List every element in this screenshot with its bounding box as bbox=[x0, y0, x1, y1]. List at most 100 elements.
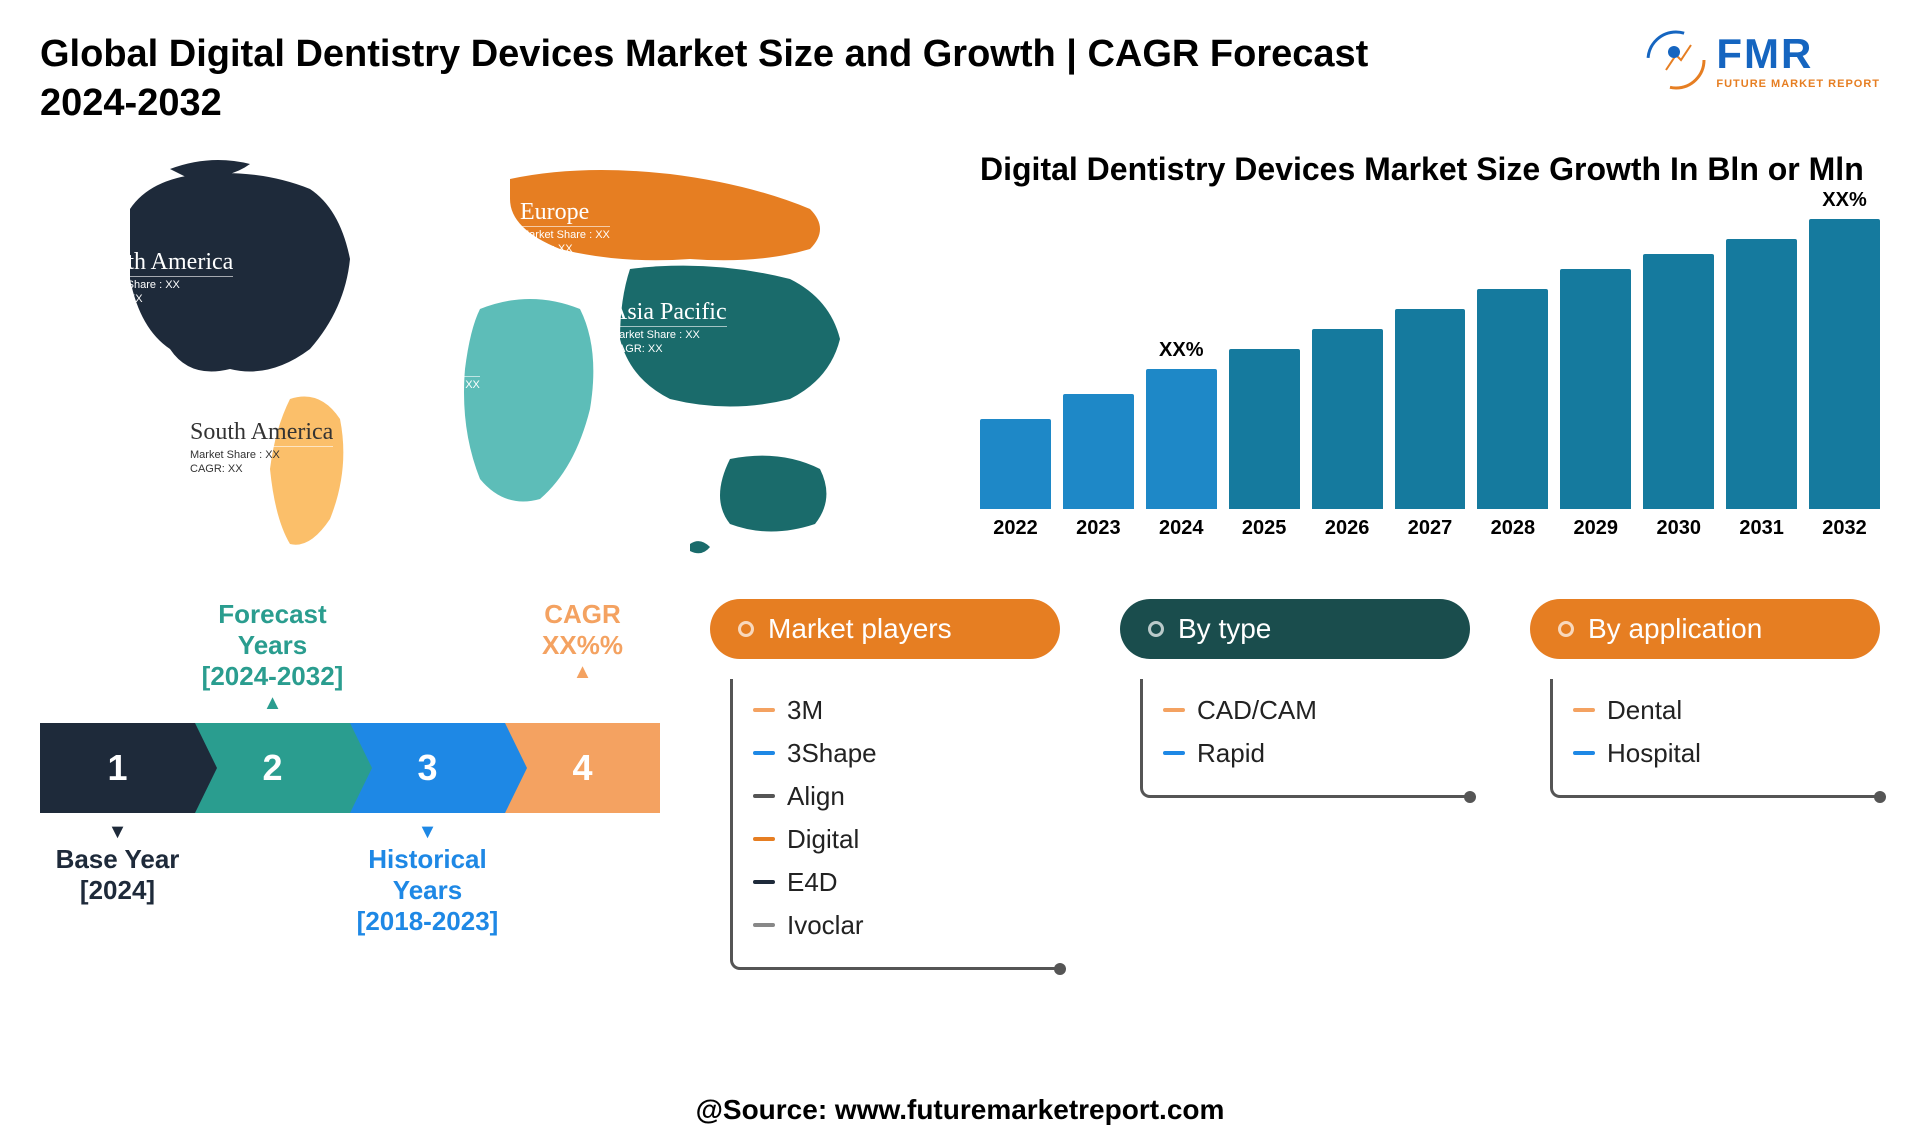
pill-body: CAD/CAM Rapid bbox=[1140, 679, 1470, 798]
arrow-down-icon: ▼ bbox=[350, 821, 505, 844]
timeline-segment: 2 bbox=[195, 723, 350, 813]
region-share: Market Share : XX bbox=[610, 326, 727, 341]
pill-title: By type bbox=[1178, 613, 1271, 645]
pill-item-label: Dental bbox=[1607, 695, 1682, 726]
tick-icon bbox=[1163, 751, 1185, 755]
region-name: Europe bbox=[520, 199, 610, 226]
pill-item-label: CAD/CAM bbox=[1197, 695, 1317, 726]
arrow-up-icon: ▲ bbox=[195, 692, 350, 715]
pill-item-label: 3M bbox=[787, 695, 823, 726]
tick-icon bbox=[1163, 708, 1185, 712]
source-attribution: @Source: www.futuremarketreport.com bbox=[696, 1094, 1225, 1126]
pill-title: By application bbox=[1588, 613, 1762, 645]
tick-icon bbox=[753, 794, 775, 798]
region-cagr: CAGR: XX bbox=[610, 341, 727, 355]
header: Global Digital Dentistry Devices Market … bbox=[40, 30, 1880, 129]
bar-col: 2026 bbox=[1312, 329, 1383, 540]
dot-icon bbox=[1148, 621, 1164, 637]
timeline-bot-title: Historical Years bbox=[350, 844, 505, 906]
bar-year-label: 2024 bbox=[1159, 517, 1204, 540]
bar-col: 2025 bbox=[1229, 349, 1300, 540]
bar-col: 2027 bbox=[1395, 309, 1466, 540]
bar-year-label: 2032 bbox=[1822, 517, 1867, 540]
pill-item: 3Shape bbox=[753, 732, 1060, 775]
pill-item-label: 3Shape bbox=[787, 738, 877, 769]
map-svg bbox=[40, 149, 940, 569]
timeline-top-sub: [2024-2032] bbox=[195, 661, 350, 692]
pill-header: By application bbox=[1530, 599, 1880, 659]
bar-col: 2031 bbox=[1726, 239, 1797, 540]
timeline-bot-sub: [2024] bbox=[40, 875, 195, 906]
timeline-bot-sub: [2018-2023] bbox=[350, 906, 505, 937]
bar-year-label: 2030 bbox=[1656, 517, 1701, 540]
bar bbox=[1809, 219, 1880, 509]
pill-column: Market players 3M 3Shape Align Digital E… bbox=[710, 599, 1060, 970]
dot-icon bbox=[1558, 621, 1574, 637]
tick-icon bbox=[753, 708, 775, 712]
tick-icon bbox=[1573, 751, 1595, 755]
bar-col: 2030 bbox=[1643, 254, 1714, 540]
timeline-segment: 4 bbox=[505, 723, 660, 813]
bar-year-label: 2028 bbox=[1491, 517, 1536, 540]
bar bbox=[1063, 394, 1134, 509]
region-label: Asia Pacific Market Share : XX CAGR: XX bbox=[610, 299, 727, 355]
bar-col: 2023 bbox=[1063, 394, 1134, 540]
pill-item: 3M bbox=[753, 689, 1060, 732]
arrow-down-icon: ▼ bbox=[40, 821, 195, 844]
bar-chart-section: Digital Dentistry Devices Market Size Gr… bbox=[980, 149, 1880, 569]
pill-item: E4D bbox=[753, 861, 1060, 904]
category-pills: Market players 3M 3Shape Align Digital E… bbox=[710, 599, 1880, 970]
region-cagr: CAGR: XX bbox=[90, 291, 233, 305]
region-name: South America bbox=[190, 419, 333, 446]
dot-icon bbox=[738, 621, 754, 637]
region-name: Asia Pacific bbox=[610, 299, 727, 326]
logo-text-sub: FUTURE MARKET REPORT bbox=[1716, 78, 1880, 90]
timeline-segment: 1 bbox=[40, 723, 195, 813]
bar-col: XX% 2032 bbox=[1809, 219, 1880, 540]
bar-col: 2022 bbox=[980, 419, 1051, 540]
pill-item: Ivoclar bbox=[753, 904, 1060, 947]
pill-item-label: Hospital bbox=[1607, 738, 1701, 769]
tick-icon bbox=[753, 923, 775, 927]
timeline-top-sub: XX%% bbox=[505, 630, 660, 661]
region-cagr: CAGR: XX bbox=[190, 461, 333, 475]
page-title: Global Digital Dentistry Devices Market … bbox=[40, 30, 1440, 129]
region-share: Market Share : XX bbox=[520, 226, 610, 241]
region-share: Market Share : XX bbox=[390, 376, 480, 391]
logo: FMR FUTURE MARKET REPORT bbox=[1646, 30, 1880, 90]
tick-icon bbox=[1573, 708, 1595, 712]
tick-icon bbox=[753, 837, 775, 841]
bar-col: 2028 bbox=[1477, 289, 1548, 540]
pill-body: 3M 3Shape Align Digital E4D Ivoclar bbox=[730, 679, 1060, 970]
pill-item-label: Align bbox=[787, 781, 845, 812]
bar bbox=[1312, 329, 1383, 509]
bar-chart: 2022 2023 XX% 2024 2025 2026 2027 2028 2… bbox=[980, 210, 1880, 550]
bar-year-label: 2031 bbox=[1739, 517, 1784, 540]
pill-column: By application Dental Hospital bbox=[1530, 599, 1880, 970]
pill-title: Market players bbox=[768, 613, 952, 645]
region-label: Europe Market Share : XX CAGR: XX bbox=[520, 199, 610, 255]
bar-col: 2029 bbox=[1560, 269, 1631, 540]
pill-column: By type CAD/CAM Rapid bbox=[1120, 599, 1470, 970]
bar-col: XX% 2024 bbox=[1146, 369, 1217, 540]
bar bbox=[1560, 269, 1631, 509]
world-map: North America Market Share : XX CAGR: XX… bbox=[40, 149, 940, 569]
pill-header: By type bbox=[1120, 599, 1470, 659]
region-share: Market Share : XX bbox=[190, 446, 333, 461]
bar-year-label: 2023 bbox=[1076, 517, 1121, 540]
pill-item: Align bbox=[753, 775, 1060, 818]
bar bbox=[1726, 239, 1797, 509]
bar-year-label: 2027 bbox=[1408, 517, 1453, 540]
timeline-top-title: CAGR bbox=[505, 599, 660, 630]
logo-text-main: FMR bbox=[1716, 30, 1880, 78]
pill-body: Dental Hospital bbox=[1550, 679, 1880, 798]
chart-title: Digital Dentistry Devices Market Size Gr… bbox=[980, 149, 1880, 191]
bar bbox=[980, 419, 1051, 509]
pill-header: Market players bbox=[710, 599, 1060, 659]
bar-year-label: 2022 bbox=[993, 517, 1038, 540]
tick-icon bbox=[753, 751, 775, 755]
region-name: North America bbox=[90, 249, 233, 276]
bar bbox=[1229, 349, 1300, 509]
region-share: Market Share : XX bbox=[90, 276, 233, 291]
region-cagr: CAGR: XX bbox=[520, 241, 610, 255]
